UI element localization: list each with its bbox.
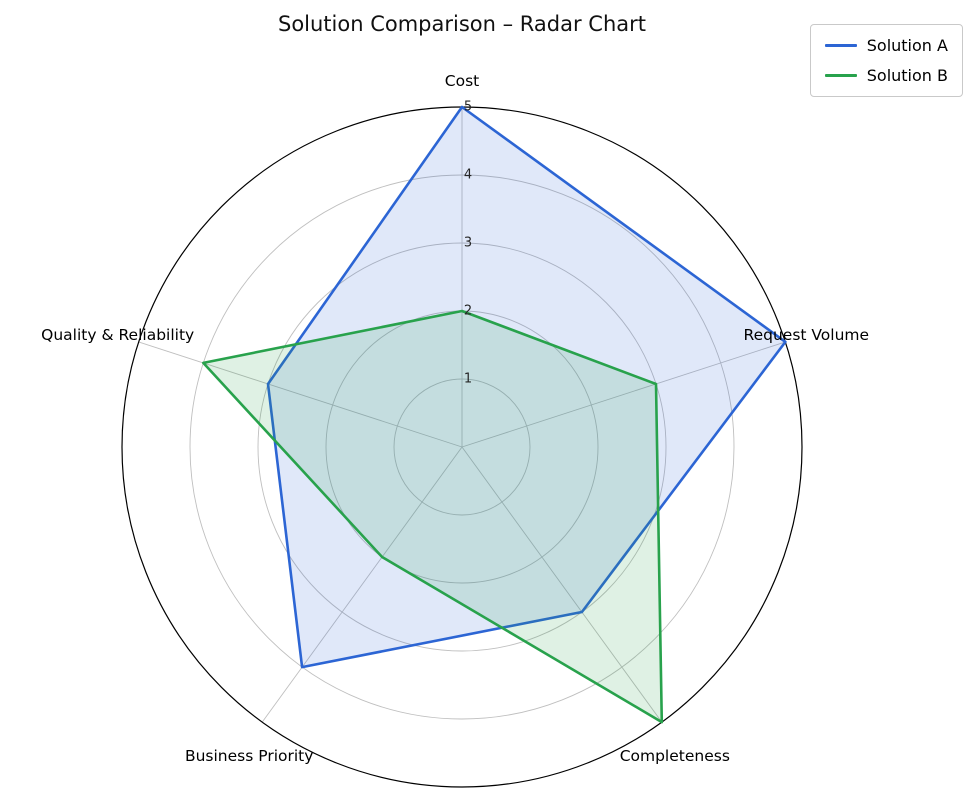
radial-tick-label: 3 [464,236,472,251]
legend-line-swatch-solution-a [824,43,857,48]
radial-tick-label: 1 [464,372,472,387]
legend-item-solution-a: Solution A [824,36,948,55]
chart-title: Solution Comparison – Radar Chart [277,12,647,36]
category-label-quality-reliability: Quality & Reliability [41,326,194,344]
radial-tick-label: 2 [464,304,472,319]
legend-label-solution-a: Solution A [866,36,948,55]
axis-spoke [261,446,463,723]
category-label-cost: Cost [445,72,479,90]
axis-spoke [138,341,463,448]
legend-label-solution-b: Solution B [866,66,948,85]
axis-spoke [461,446,663,723]
category-label-business-priority: Business Priority [185,747,313,765]
axis-spoke [461,341,786,448]
category-label-completeness: Completeness [620,747,730,765]
series-polygon-solution-b [202,309,664,724]
legend-item-solution-b: Solution B [824,66,948,85]
legend: Solution A Solution B [809,24,963,97]
series-polygon-solution-a [266,105,787,669]
legend-line-swatch-solution-b [824,73,857,78]
radial-tick-label: 4 [464,168,472,183]
radial-tick-label: 5 [464,100,472,115]
category-label-request-volume: Request Volume [744,326,870,344]
